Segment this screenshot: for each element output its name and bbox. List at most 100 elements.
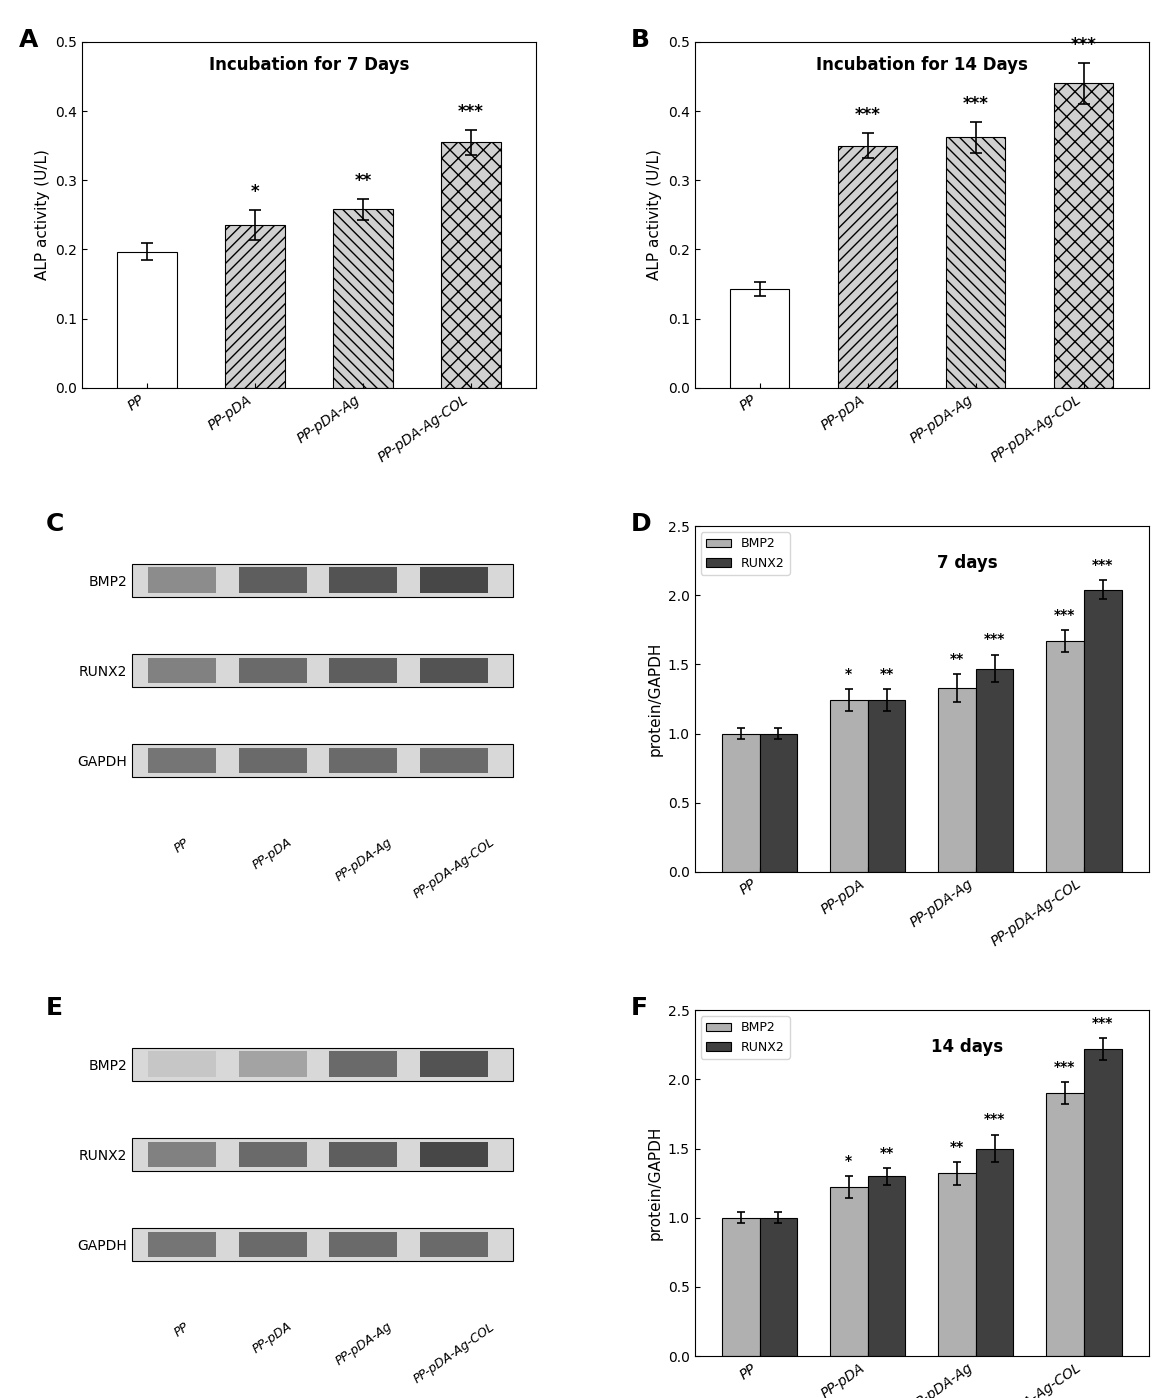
Text: **: ** [879,667,893,681]
Bar [329,1051,397,1076]
Bar [329,1232,397,1257]
Bar [148,657,216,684]
Text: ***: *** [1092,1015,1113,1029]
Bar [329,1142,397,1167]
Bar [420,1051,489,1076]
Text: **: ** [879,1145,893,1159]
Text: GAPDH: GAPDH [77,1239,128,1253]
Bar [975,668,1014,872]
Text: Incubation for 7 Days: Incubation for 7 Days [209,56,409,74]
Text: PP-pDA-Ag: PP-pDA-Ag [333,836,394,884]
Y-axis label: ALP activity (U/L): ALP activity (U/L) [647,150,662,280]
Text: ***: *** [983,1113,1006,1127]
Text: **: ** [354,172,372,190]
Bar [1054,84,1113,387]
Text: ***: *** [983,632,1006,646]
Bar [148,1051,216,1076]
Bar [239,748,307,773]
Bar [946,137,1006,387]
Bar [975,1149,1014,1356]
Text: PP-pDA-Ag: PP-pDA-Ag [333,1320,394,1369]
Bar [938,688,975,872]
Legend: BMP2, RUNX2: BMP2, RUNX2 [701,1016,790,1058]
Bar [867,1176,906,1356]
Text: PP-pDA-Ag-COL: PP-pDA-Ag-COL [411,836,497,902]
Bar [239,657,307,684]
Bar [420,568,489,593]
Bar [420,748,489,773]
Text: RUNX2: RUNX2 [79,1149,128,1163]
Text: **: ** [949,651,963,665]
Bar [730,289,789,387]
Bar [830,700,867,872]
Text: E: E [46,997,63,1021]
Bar [117,252,177,387]
Text: Incubation for 14 Days: Incubation for 14 Days [816,56,1028,74]
Text: ***: *** [1054,1060,1076,1074]
Bar [420,1232,489,1257]
Text: RUNX2: RUNX2 [79,665,128,679]
Y-axis label: protein/GAPDH: protein/GAPDH [647,642,662,756]
Text: **: ** [949,1141,963,1155]
Bar [722,1218,759,1356]
Text: PP: PP [172,1320,192,1339]
Bar [420,657,489,684]
Text: BMP2: BMP2 [89,1058,128,1072]
Legend: BMP2, RUNX2: BMP2, RUNX2 [701,533,790,575]
Bar [329,568,397,593]
Text: C: C [46,512,64,537]
Text: ***: *** [1071,36,1097,53]
Bar [759,734,797,872]
Text: ***: *** [854,106,880,124]
Bar [938,1173,975,1356]
Bar [132,1048,513,1081]
Bar [239,1232,307,1257]
Text: BMP2: BMP2 [89,575,128,589]
Bar [329,748,397,773]
Bar [132,563,513,597]
Text: ***: *** [1092,558,1113,572]
Bar [333,210,393,387]
Text: *: * [251,183,259,201]
Bar [225,225,285,387]
Bar [1084,590,1122,872]
Bar [239,568,307,593]
Bar [148,1142,216,1167]
Text: ***: *** [1054,608,1076,622]
Text: PP: PP [172,836,192,856]
Bar [1045,640,1084,872]
Text: GAPDH: GAPDH [77,755,128,769]
Bar [148,568,216,593]
Bar [830,1187,867,1356]
Bar [132,1138,513,1172]
Bar [442,143,500,387]
Text: PP-pDA-Ag-COL: PP-pDA-Ag-COL [411,1320,497,1385]
Text: PP-pDA: PP-pDA [251,836,295,872]
Bar [329,657,397,684]
Bar [722,734,759,872]
Bar [759,1218,797,1356]
Bar [239,1051,307,1076]
Bar [132,654,513,686]
Bar [867,700,906,872]
Bar [838,145,898,387]
Bar [420,1142,489,1167]
Text: F: F [632,997,648,1021]
Bar [1045,1093,1084,1356]
Bar [132,744,513,777]
Y-axis label: ALP activity (U/L): ALP activity (U/L) [35,150,49,280]
Bar [148,748,216,773]
Text: A: A [19,28,38,52]
Text: *: * [845,667,852,681]
Bar [132,1229,513,1261]
Bar [239,1142,307,1167]
Bar [148,1232,216,1257]
Text: PP-pDA: PP-pDA [251,1320,295,1356]
Text: *: * [845,1153,852,1167]
Text: ***: *** [458,103,484,120]
Y-axis label: protein/GAPDH: protein/GAPDH [647,1125,662,1240]
Text: 14 days: 14 days [931,1037,1003,1055]
Text: 7 days: 7 days [936,554,997,572]
Text: D: D [632,512,652,537]
Text: ***: *** [962,95,989,113]
